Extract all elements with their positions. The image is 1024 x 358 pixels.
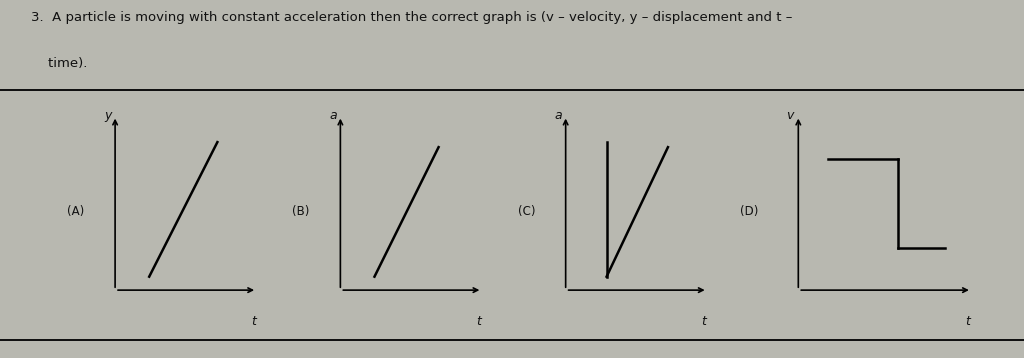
Text: t: t [251, 315, 256, 328]
Text: a: a [554, 110, 562, 122]
Text: t: t [701, 315, 707, 328]
Text: y: y [104, 110, 112, 122]
Text: 3.  A particle is moving with constant acceleration then the correct graph is (v: 3. A particle is moving with constant ac… [31, 11, 793, 24]
Text: (A): (A) [68, 205, 84, 218]
Text: (D): (D) [739, 205, 758, 218]
Text: v: v [786, 110, 794, 122]
Text: t: t [965, 315, 970, 328]
Text: t: t [476, 315, 481, 328]
Text: (C): (C) [518, 205, 536, 218]
Text: time).: time). [31, 57, 87, 70]
Text: a: a [329, 110, 337, 122]
Text: (B): (B) [293, 205, 310, 218]
